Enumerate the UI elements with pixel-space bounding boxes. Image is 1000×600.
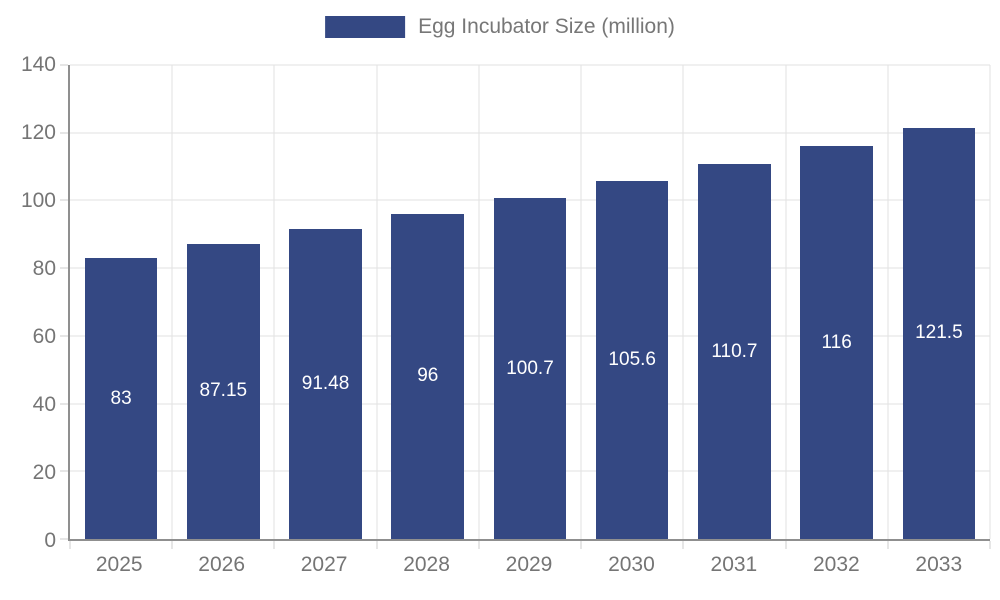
x-tick-label: 2027	[300, 553, 348, 576]
y-tick	[60, 132, 68, 134]
bar: 87.15	[187, 243, 260, 539]
bar-value-label: 87.15	[199, 380, 248, 402]
y-tick	[60, 335, 68, 337]
x-tick-label: 2026	[198, 553, 246, 576]
bar-value-label: 121.5	[915, 322, 963, 344]
x-tick	[785, 541, 787, 549]
y-tick	[60, 403, 68, 405]
y-tick	[60, 538, 68, 540]
bar: 100.7	[493, 198, 567, 539]
y-axis-labels: 0 20 40 60 80 100 120 140	[0, 53, 56, 552]
bar: 105.6	[595, 181, 669, 539]
bar-value-label: 91.48	[301, 373, 350, 395]
y-tick	[60, 267, 68, 269]
v-gridline	[682, 65, 684, 539]
h-gridline	[70, 132, 990, 134]
x-tick	[478, 541, 480, 549]
x-tick	[376, 541, 378, 549]
bar-value-label: 110.7	[711, 340, 758, 362]
y-tick-label: 100	[20, 189, 56, 212]
legend-item[interactable]: Egg Incubator Size (million)	[325, 15, 675, 39]
y-tick-label: 140	[20, 53, 56, 76]
bar-value-label: 83	[110, 387, 132, 409]
legend-label: Egg Incubator Size (million)	[418, 15, 675, 38]
h-gridline	[70, 64, 990, 66]
x-tick	[171, 541, 173, 549]
plot-area: 83 87.15 91.48 96 100.7 105.6 110.7 116 121.5	[60, 64, 991, 549]
y-tick	[60, 199, 68, 201]
x-tick-label: 2029	[505, 553, 553, 576]
x-tick	[682, 541, 684, 549]
x-tick	[273, 541, 275, 549]
x-tick-label: 2028	[403, 553, 450, 576]
v-gridline	[478, 65, 480, 539]
bar: 110.7	[698, 164, 771, 539]
y-tick-label: 120	[20, 121, 56, 144]
v-gridline	[887, 65, 889, 539]
bar-value-label: 100.7	[506, 357, 554, 379]
x-tick-label: 2031	[710, 553, 758, 576]
y-tick-label: 60	[32, 325, 56, 348]
legend-swatch	[325, 16, 406, 38]
x-tick-label: 2025	[95, 553, 143, 576]
bar: 121.5	[902, 127, 976, 539]
x-tick-label: 2030	[608, 553, 655, 576]
x-tick-label: 2032	[812, 553, 860, 576]
x-tick	[580, 541, 582, 549]
x-tick	[989, 541, 991, 549]
bar-value-label: 96	[417, 365, 439, 387]
v-gridline	[171, 65, 173, 539]
bar: 116	[800, 146, 873, 539]
v-gridline	[785, 65, 787, 539]
bar: 83	[84, 258, 158, 539]
v-gridline	[273, 65, 275, 539]
x-axis-labels: 2025 2026 2027 2028 2029 2030 2031 2032 2033	[68, 553, 990, 583]
bar-value-label: 116	[821, 331, 852, 353]
x-tick	[887, 541, 889, 549]
y-tick	[60, 470, 68, 472]
v-gridline	[989, 65, 991, 539]
bar-value-label: 105.6	[608, 349, 656, 371]
y-tick-label: 0	[44, 529, 56, 552]
v-gridline	[580, 65, 582, 539]
x-tick-label: 2033	[915, 553, 963, 576]
v-gridline	[376, 65, 378, 539]
y-tick-label: 80	[32, 257, 56, 280]
bar: 91.48	[289, 229, 362, 539]
bar: 96	[391, 213, 465, 539]
y-tick-label: 20	[32, 461, 56, 484]
y-tick-label: 40	[32, 393, 56, 416]
y-tick	[60, 64, 68, 66]
x-tick	[69, 541, 71, 549]
